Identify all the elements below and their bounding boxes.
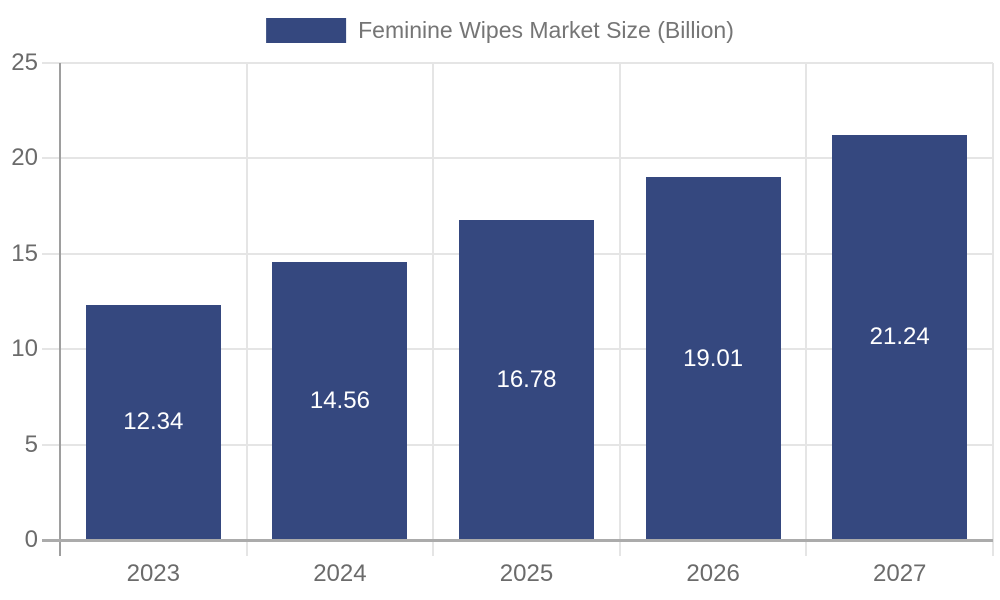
y-tick-label-15: 15 [11, 239, 38, 267]
bar-value-label-2024: 14.56 [309, 387, 370, 415]
gridline-x-4 [805, 63, 808, 556]
bar-2023 [85, 304, 221, 540]
legend-label: Feminine Wipes Market Size (Billion) [358, 17, 734, 43]
x-tick-label-2024: 2024 [313, 560, 367, 587]
chart-legend[interactable]: Feminine Wipes Market Size (Billion) [266, 17, 734, 44]
bar-value-label-2026: 19.01 [683, 344, 744, 372]
gridline-y-25 [42, 62, 993, 64]
bar-value-label-2025: 16.78 [496, 365, 557, 393]
y-tick-label-5: 5 [24, 430, 38, 458]
bar-value-label-2027: 21.24 [869, 323, 930, 351]
bar-2025 [459, 219, 594, 540]
x-axis-line [42, 538, 993, 542]
x-tick-label-2023: 2023 [126, 560, 180, 587]
gridline-y-20 [42, 157, 993, 160]
y-tick-label-25: 25 [11, 49, 38, 76]
bar-2027 [832, 134, 968, 540]
y-tick-label-0: 0 [24, 526, 38, 553]
gridline-x-5 [992, 63, 994, 556]
x-tick-label-2026: 2026 [686, 560, 740, 587]
y-tick-label-10: 10 [11, 335, 38, 363]
gridline-x-2 [432, 63, 435, 556]
bar-value-label-2023: 12.34 [123, 408, 184, 436]
legend-swatch [266, 18, 347, 43]
y-axis-line [59, 63, 61, 556]
y-tick-label-20: 20 [11, 144, 38, 172]
gridline-x-1 [245, 63, 248, 556]
x-tick-label-2027: 2027 [872, 560, 927, 587]
x-tick-label-2025: 2025 [499, 560, 554, 587]
bar-2024 [272, 262, 408, 540]
bar-2026 [645, 177, 781, 540]
gridline-x-3 [618, 63, 621, 556]
